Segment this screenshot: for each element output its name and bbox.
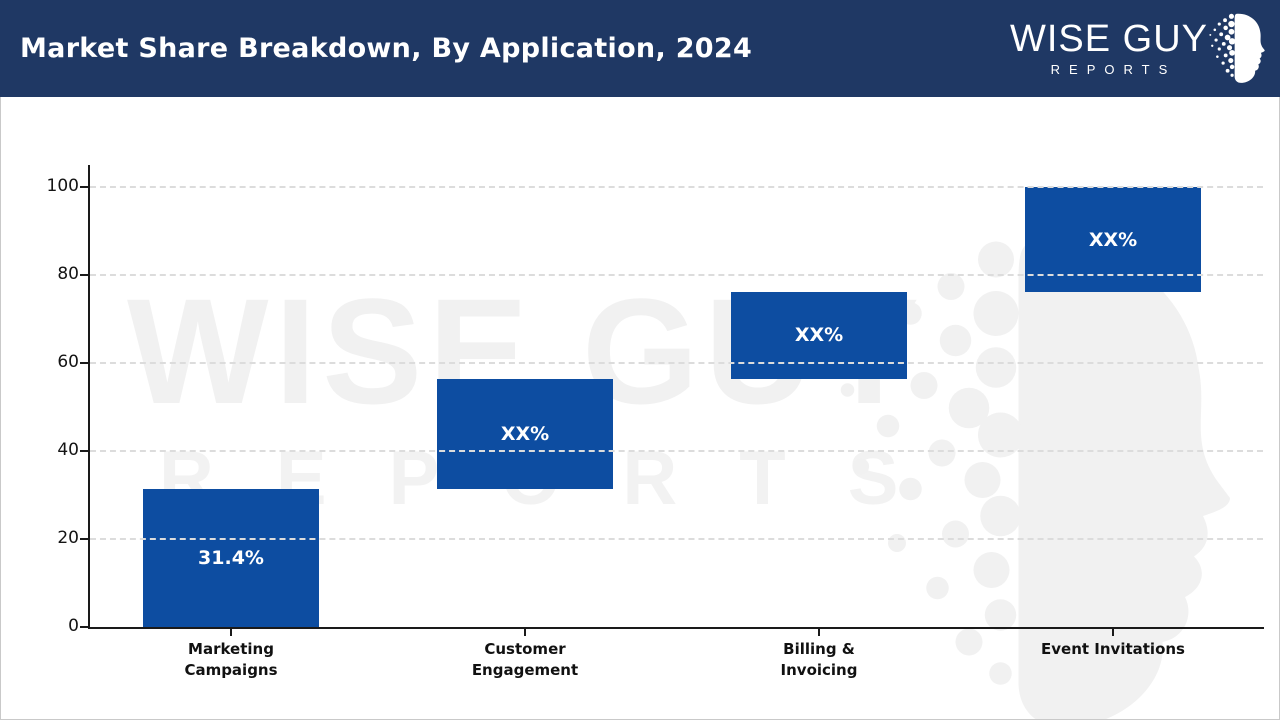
y-tick-label-60: 60 bbox=[57, 352, 79, 372]
bar-segment: XX% bbox=[731, 292, 907, 379]
y-tick-label-80: 80 bbox=[57, 264, 79, 284]
y-tick-label-0: 0 bbox=[68, 616, 79, 636]
y-axis-line bbox=[88, 165, 90, 629]
y-tick-mark-60 bbox=[80, 362, 88, 364]
x-tick-mark bbox=[1112, 628, 1114, 636]
logo-head-icon bbox=[1202, 6, 1266, 92]
bar-value-label: XX% bbox=[1088, 228, 1138, 251]
gridline-60 bbox=[90, 362, 1263, 364]
bar-value-label: XX% bbox=[794, 324, 844, 347]
page-title: Market Share Breakdown, By Application, … bbox=[20, 33, 753, 64]
y-tick-mark-0 bbox=[80, 626, 88, 628]
category-label: Event Invitations bbox=[1041, 640, 1185, 658]
category-label: Marketing Campaigns bbox=[184, 640, 278, 679]
wise-guy-logo: WISE GUY REPORTS bbox=[1010, 6, 1266, 92]
y-tick-label-40: 40 bbox=[57, 440, 79, 460]
gridline-40 bbox=[90, 450, 1263, 452]
y-tick-mark-40 bbox=[80, 450, 88, 452]
gridline-100 bbox=[90, 186, 1263, 188]
y-tick-mark-100 bbox=[80, 186, 88, 188]
bar-value-label: XX% bbox=[500, 422, 550, 445]
x-axis-line bbox=[88, 627, 1264, 629]
category-label: Customer Engagement bbox=[471, 640, 579, 679]
logo-wordmark: WISE GUY bbox=[1009, 18, 1208, 60]
y-tick-mark-80 bbox=[80, 274, 88, 276]
watermark-head-icon bbox=[779, 219, 1249, 719]
bar-segment: XX% bbox=[437, 378, 613, 489]
y-tick-label-20: 20 bbox=[57, 528, 79, 548]
gridline-20 bbox=[90, 538, 1263, 540]
gridline-80 bbox=[90, 274, 1263, 276]
bar-value-label: 31.4% bbox=[198, 546, 264, 569]
header-bar: Market Share Breakdown, By Application, … bbox=[0, 0, 1280, 97]
x-tick-mark bbox=[524, 628, 526, 636]
bar-segment: XX% bbox=[1025, 187, 1201, 293]
logo-subtitle: REPORTS bbox=[1050, 62, 1177, 77]
x-tick-mark bbox=[818, 628, 820, 636]
y-tick-mark-20 bbox=[80, 538, 88, 540]
y-tick-label-100: 100 bbox=[46, 176, 79, 196]
bar-segment: 31.4% bbox=[143, 488, 319, 627]
category-label: Billing & Invoicing bbox=[780, 640, 858, 679]
x-tick-mark bbox=[230, 628, 232, 636]
logo-text: WISE GUY REPORTS bbox=[1010, 20, 1208, 77]
